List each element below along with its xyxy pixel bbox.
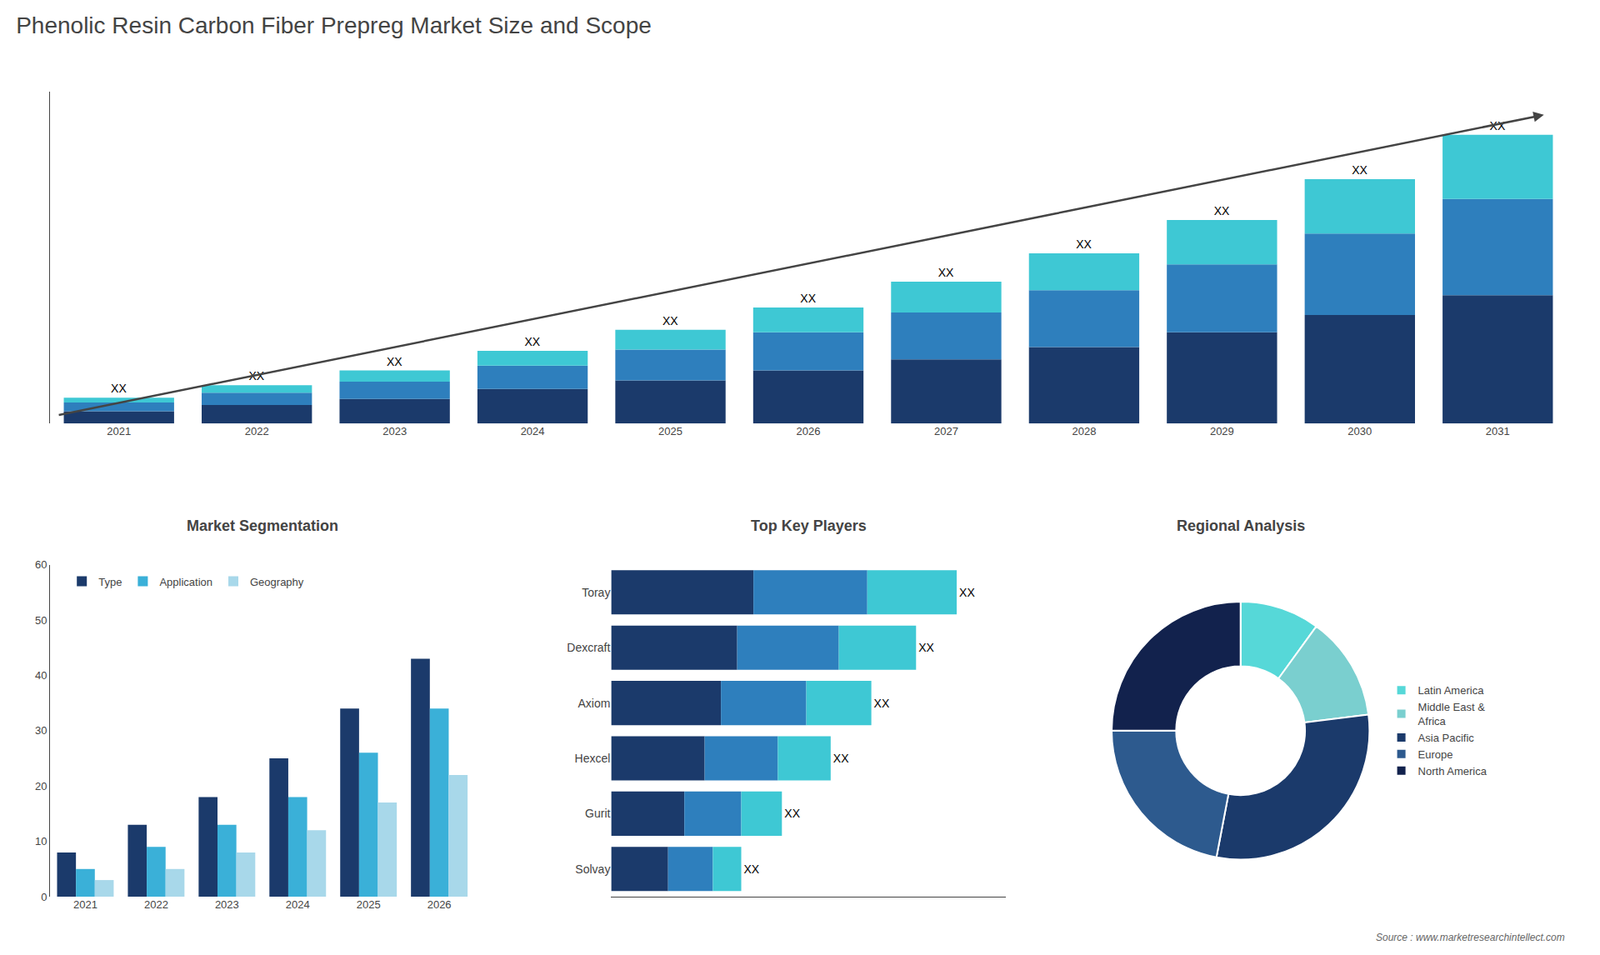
svg-text:XX: XX: [1075, 237, 1092, 251]
svg-text:2021: 2021: [73, 898, 98, 911]
svg-text:2024: 2024: [520, 425, 545, 438]
svg-text:2023: 2023: [382, 425, 407, 438]
svg-text:Hexcel: Hexcel: [575, 751, 611, 765]
svg-text:XX: XX: [938, 265, 955, 280]
svg-text:Gurit: Gurit: [585, 806, 610, 820]
svg-text:Solvay: Solvay: [575, 862, 610, 876]
svg-text:Toray: Toray: [581, 585, 610, 600]
svg-text:XX: XX: [1351, 163, 1368, 177]
svg-text:Top Key Players: Top Key Players: [750, 517, 867, 535]
svg-text:XX: XX: [744, 862, 760, 876]
svg-text:2028: 2028: [1071, 425, 1096, 438]
svg-text:Geography: Geography: [250, 575, 305, 589]
svg-text:Phenolic Resin Carbon Fiber Pr: Phenolic Resin Carbon Fiber Prepreg Mark…: [15, 12, 652, 39]
svg-text:Type: Type: [98, 575, 122, 589]
svg-text:2022: 2022: [144, 898, 169, 911]
svg-text:60: 60: [35, 558, 47, 571]
svg-text:Market Segmentation: Market Segmentation: [186, 517, 339, 535]
svg-text:Source : www.marketresearchint: Source : www.marketresearchintellect.com: [1375, 931, 1565, 944]
svg-text:40: 40: [35, 669, 47, 682]
svg-text:XX: XX: [662, 314, 679, 328]
svg-text:2025: 2025: [658, 425, 683, 438]
svg-text:Latin America: Latin America: [1418, 684, 1485, 697]
svg-text:Asia Pacific: Asia Pacific: [1418, 731, 1475, 745]
svg-text:2021: 2021: [106, 425, 131, 438]
svg-text:North America: North America: [1418, 765, 1488, 778]
svg-text:30: 30: [35, 724, 47, 737]
svg-text:XX: XX: [784, 806, 800, 820]
svg-text:XX: XX: [110, 381, 127, 395]
svg-text:50: 50: [35, 614, 47, 627]
svg-text:2031: 2031: [1485, 425, 1510, 438]
svg-text:XX: XX: [386, 355, 403, 369]
svg-text:20: 20: [35, 780, 47, 793]
svg-text:XX: XX: [959, 585, 975, 600]
svg-text:2030: 2030: [1347, 425, 1372, 438]
svg-text:Dexcraft: Dexcraft: [566, 640, 610, 655]
svg-text:Regional Analysis: Regional Analysis: [1176, 517, 1305, 535]
svg-text:2026: 2026: [796, 425, 821, 438]
svg-text:XX: XX: [800, 291, 816, 305]
svg-text:XX: XX: [249, 369, 265, 383]
svg-text:Middle East &Africa: Middle East &Africa: [1418, 700, 1486, 728]
svg-text:XX: XX: [874, 696, 890, 710]
svg-text:2022: 2022: [245, 425, 270, 438]
svg-text:Axiom: Axiom: [577, 696, 610, 710]
svg-text:0: 0: [40, 890, 47, 904]
svg-text:XX: XX: [1490, 119, 1506, 133]
svg-text:2027: 2027: [934, 425, 959, 438]
svg-text:10: 10: [35, 835, 47, 848]
svg-text:XX: XX: [524, 335, 540, 349]
svg-text:Application: Application: [159, 575, 213, 589]
svg-text:Europe: Europe: [1418, 748, 1454, 761]
svg-text:XX: XX: [833, 751, 850, 765]
svg-text:2025: 2025: [356, 898, 381, 911]
svg-text:2026: 2026: [427, 898, 452, 911]
svg-text:2024: 2024: [285, 898, 310, 911]
svg-text:XX: XX: [918, 640, 935, 655]
svg-text:XX: XX: [1214, 204, 1230, 218]
svg-text:2023: 2023: [215, 898, 240, 911]
svg-text:2029: 2029: [1210, 425, 1235, 438]
